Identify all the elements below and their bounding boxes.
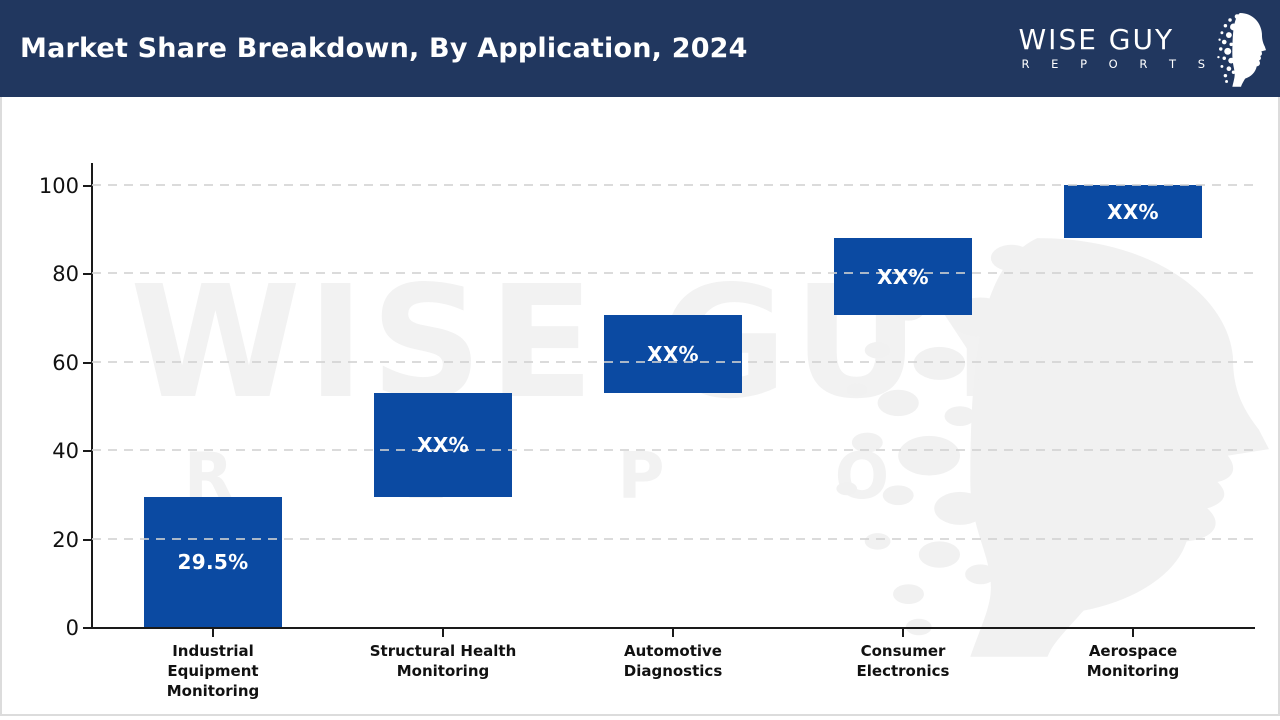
bar-value-label: XX% [877, 264, 929, 289]
y-tick-label: 0 [65, 616, 79, 640]
y-axis-line [91, 163, 93, 629]
x-tick-mark [672, 629, 674, 637]
bar-segment [1064, 185, 1202, 239]
brand-logo-text: WISE GUY R E P O R T S [1018, 23, 1215, 72]
y-tick-mark [83, 450, 91, 453]
header-bar: Market Share Breakdown, By Application, … [0, 0, 1280, 97]
y-tick-label: 60 [52, 350, 79, 375]
gridline [92, 537, 1255, 540]
bar-segment [604, 315, 742, 393]
waterfall-plot: 29.5% XX% XX% XX% XX% 0 20 40 60 80 100 Industrial E… [2, 97, 1278, 714]
y-tick-mark [83, 538, 91, 541]
y-tick-label: 80 [52, 262, 79, 287]
brand-name: WISE GUY [1018, 23, 1175, 56]
y-tick-mark [83, 361, 91, 364]
bar-value-label: XX% [417, 432, 469, 457]
gridline [92, 360, 1255, 363]
brand-head-icon [1217, 12, 1266, 87]
x-tick-label: Aerospace Monitoring [1086, 642, 1180, 680]
x-tick-mark [442, 629, 444, 637]
bar-value-label: XX% [1107, 199, 1159, 224]
y-tick-label: 20 [52, 527, 79, 552]
y-tick-mark [83, 185, 91, 187]
x-tick-label: Consumer Electronics [856, 642, 950, 680]
x-tick-label: Industrial Equipment Monitoring [166, 642, 260, 700]
chart-canvas: WISE GUY R E P O R T S 29.5%XX%XX%XX%XX%… [0, 97, 1280, 716]
bar-segment [144, 496, 282, 627]
x-tick-label: Automotive Diagnostics [623, 642, 723, 680]
bar-segment [374, 392, 512, 497]
gridline [92, 184, 1255, 186]
brand-logo: WISE GUY R E P O R T S [1018, 9, 1266, 89]
brand-subname: R E P O R T S [1021, 57, 1214, 71]
bar-value-label: 29.5% [177, 549, 249, 574]
y-tick-mark [83, 627, 91, 629]
x-tick-label: Structural Health Monitoring [369, 642, 517, 680]
page-title: Market Share Breakdown, By Application, … [20, 33, 748, 64]
y-tick-mark [83, 273, 91, 276]
gridline [92, 272, 1255, 275]
x-axis-line [91, 627, 1255, 629]
y-tick-label: 40 [52, 439, 79, 464]
y-tick-label: 100 [38, 174, 79, 198]
gridline [92, 449, 1255, 452]
bar-segment [834, 238, 972, 316]
x-tick-mark [902, 629, 904, 637]
x-tick-mark [1132, 629, 1134, 637]
x-tick-mark [212, 629, 214, 637]
bar-value-label: XX% [647, 342, 699, 367]
